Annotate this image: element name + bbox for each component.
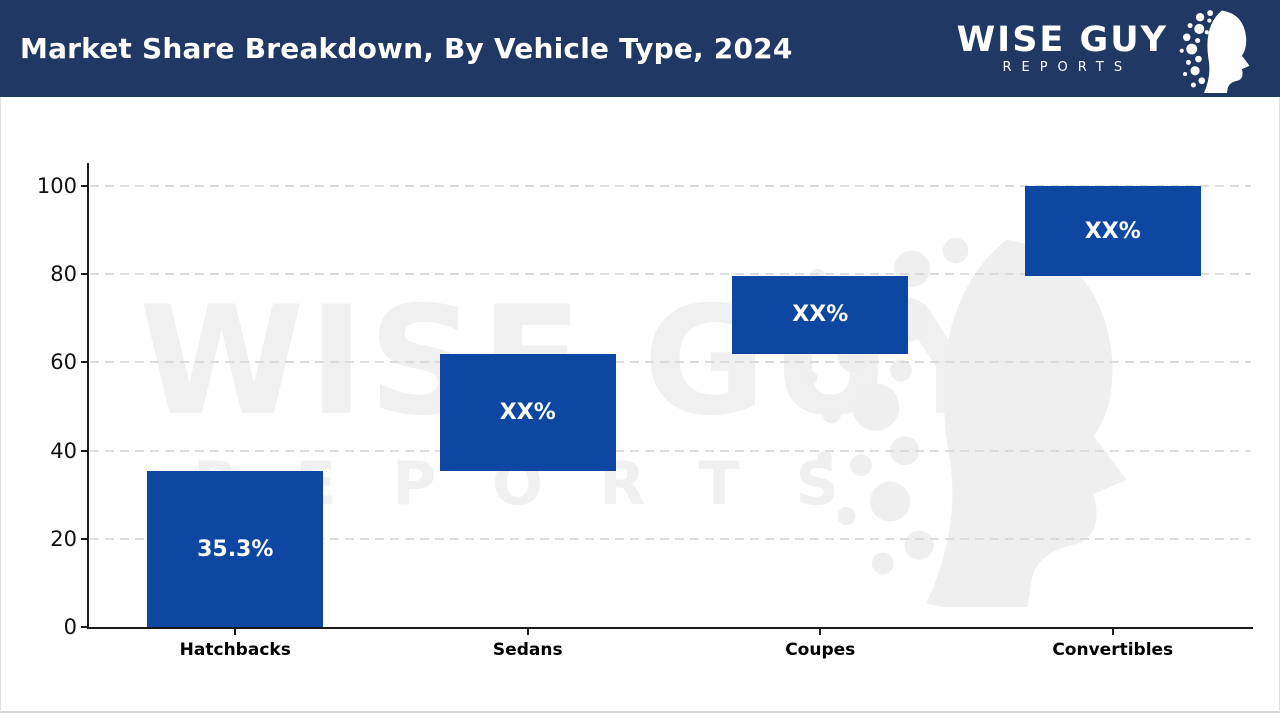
y-axis-tick-label: 100: [36, 174, 77, 198]
y-axis-tick-label: 40: [50, 438, 77, 463]
y-axis-tick: [81, 537, 89, 540]
gridline: [90, 273, 1251, 276]
y-axis-tick: [81, 185, 89, 187]
x-axis-category-label: Hatchbacks: [179, 640, 291, 660]
bar-value-label: 35.3%: [197, 536, 274, 562]
y-axis-tick-label: 80: [50, 262, 77, 287]
y-axis-tick: [81, 449, 89, 452]
y-axis-tick-label: 0: [63, 615, 77, 639]
x-axis-category-label: Convertibles: [1052, 640, 1174, 660]
y-axis-tick: [81, 273, 89, 276]
brand-subtitle: REPORTS: [1002, 59, 1133, 75]
brand-logo: WISE GUY REPORTS: [957, 5, 1262, 93]
chart-area: WISE GUY REPORTS 02040608010035.3%XX%XX%…: [0, 97, 1280, 713]
x-axis-tick: [819, 629, 822, 635]
bar-coupes: XX%: [732, 276, 909, 354]
brand-name: WISE GUY: [956, 20, 1168, 61]
x-axis-category-label: Coupes: [785, 640, 856, 660]
dotted-head-icon: [1179, 9, 1250, 93]
x-axis-tick: [234, 629, 237, 635]
y-axis-tick-label: 60: [50, 350, 77, 375]
x-axis-line: [87, 627, 1253, 629]
brand-logo-text: WISE GUY REPORTS: [957, 22, 1168, 75]
bar-value-label: XX%: [1084, 218, 1141, 244]
y-axis-line: [87, 163, 89, 629]
y-axis-tick-label: 20: [50, 526, 77, 551]
gridline: [90, 537, 1251, 540]
gridline: [90, 185, 1251, 187]
y-axis-tick: [81, 626, 89, 628]
x-axis-tick: [526, 629, 529, 635]
header-bar: Market Share Breakdown, By Vehicle Type,…: [0, 0, 1280, 97]
bar-sedans: XX%: [439, 353, 616, 472]
bar-value-label: XX%: [792, 302, 849, 328]
y-axis-tick: [81, 361, 89, 364]
bar-convertibles: XX%: [1024, 186, 1201, 277]
x-axis-tick: [1111, 629, 1114, 635]
chart-title: Market Share Breakdown, By Vehicle Type,…: [20, 32, 793, 65]
bar-value-label: XX%: [499, 399, 556, 425]
bar-hatchbacks: 35.3%: [147, 471, 324, 627]
gridline: [90, 361, 1251, 364]
gridline: [90, 449, 1251, 452]
x-axis-category-label: Sedans: [492, 640, 563, 660]
